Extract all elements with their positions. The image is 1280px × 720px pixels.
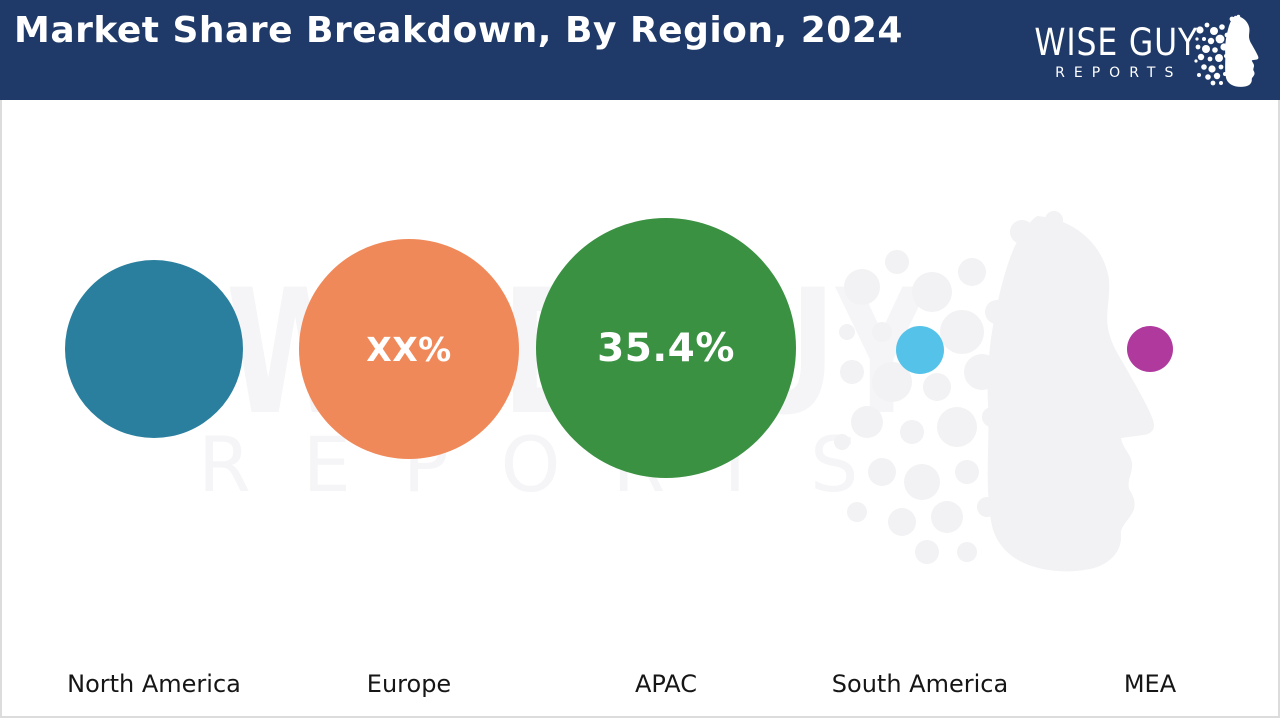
category-label-north-america: North America [67,670,241,698]
watermark-head-icon [834,211,1154,572]
brand-wordmark: WISE GUY REPORTS [1020,21,1212,81]
bubble-europe: XX% [299,239,519,459]
category-label-mea: MEA [1123,670,1177,698]
category-label-europe: Europe [366,670,452,698]
bubble-mea [1127,326,1173,372]
bubble-value-label: XX% [366,329,452,369]
page-title: Market Share Breakdown, By Region, 2024 [14,10,903,51]
brand-name-text: WISE GUY [1033,21,1198,64]
bubble-north-america [65,260,243,438]
header-bar: Market Share Breakdown, By Region, 2024 … [0,0,1280,100]
brand-logo: WISE GUY REPORTS [1020,8,1266,94]
brand-head-icon [1194,14,1259,87]
bubble-value-label: 35.4% [597,325,735,371]
brand-reports-text: REPORTS [1055,65,1183,81]
watermark-reports-text: REPORTS [198,420,911,509]
bubble-apac: 35.4% [536,218,796,478]
bubble-south-america [896,326,944,374]
category-label-south-america: South America [831,670,1009,698]
category-label-apac: APAC [634,670,698,698]
